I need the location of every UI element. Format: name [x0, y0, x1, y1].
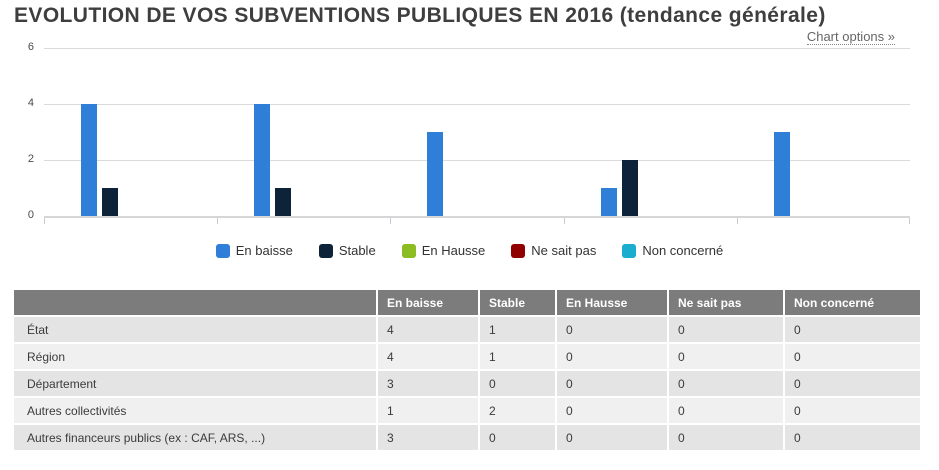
plot-area [44, 48, 910, 224]
cell-value: 4 [376, 317, 478, 344]
cell-value: 1 [376, 398, 478, 425]
page-title: EVOLUTION DE VOS SUBVENTIONS PUBLIQUES E… [14, 4, 826, 27]
bar-en-baisse-autres-collectivites [601, 188, 617, 216]
bar-en-baisse-region [254, 104, 270, 216]
row-label: Région [14, 344, 376, 371]
table-body: État 4 1 0 0 0 Région 4 1 0 0 0 Département 3 0 0 0 0 Autr… [14, 317, 920, 452]
cell-value: 0 [667, 398, 783, 425]
chart-legend: En baisse Stable En Hausse Ne sait pas Non c… [0, 243, 939, 258]
cell-value: 0 [667, 344, 783, 371]
table-row: État 4 1 0 0 0 [14, 317, 920, 344]
legend-label: Ne sait pas [531, 243, 597, 258]
cell-value: 0 [555, 344, 667, 371]
table-header-row: En baisse Stable En Hausse Ne sait pas Non c… [14, 290, 920, 317]
x-axis-tick [737, 218, 738, 224]
cell-value: 0 [555, 317, 667, 344]
bar-stable-etat [102, 188, 118, 216]
cell-value: 0 [555, 371, 667, 398]
table-row: Région 4 1 0 0 0 [14, 344, 920, 371]
column-header: Ne sait pas [667, 290, 783, 317]
row-label: État [14, 317, 376, 344]
bar-chart: 0 2 4 6 [0, 41, 939, 234]
cell-value: 0 [783, 371, 920, 398]
chart-options-link[interactable]: Chart options » [806, 29, 895, 45]
bar-en-baisse-departement [427, 132, 443, 216]
legend-label: En Hausse [421, 243, 486, 258]
legend-swatch-non-concerne [622, 243, 637, 258]
x-axis-tick [390, 218, 391, 224]
legend-swatch-en-baisse [215, 243, 230, 258]
cell-value: 0 [783, 344, 920, 371]
column-header: Non concerné [783, 290, 920, 317]
cell-value: 0 [478, 371, 555, 398]
column-header [14, 290, 376, 317]
table-row: Autres financeurs publics (ex : CAF, ARS… [14, 425, 920, 452]
x-axis-line [44, 216, 910, 218]
y-axis-labels: 0 2 4 6 [0, 41, 36, 221]
gridline [44, 48, 910, 49]
bar-en-baisse-etat [81, 104, 97, 216]
gridline [44, 104, 910, 105]
row-label: Autres financeurs publics (ex : CAF, ARS… [14, 425, 376, 452]
column-header: Stable [478, 290, 555, 317]
legend-swatch-stable [318, 243, 333, 258]
cell-value: 0 [783, 317, 920, 344]
y-axis-label: 6 [27, 41, 34, 53]
cell-value: 0 [783, 425, 920, 452]
row-label: Département [14, 371, 376, 398]
cell-value: 3 [376, 371, 478, 398]
y-axis-label: 2 [27, 153, 34, 165]
legend-swatch-ne-sait-pas [511, 243, 526, 258]
legend-item-en-hausse[interactable]: En Hausse [401, 243, 486, 258]
x-axis-tick [217, 218, 218, 224]
gridline [44, 160, 910, 161]
x-axis-tick [909, 218, 910, 224]
legend-item-stable[interactable]: Stable [318, 243, 376, 258]
cell-value: 3 [376, 425, 478, 452]
cell-value: 2 [478, 398, 555, 425]
table-row: Autres collectivités 1 2 0 0 0 [14, 398, 920, 425]
cell-value: 0 [667, 371, 783, 398]
cell-value: 1 [478, 317, 555, 344]
legend-swatch-en-hausse [401, 243, 416, 258]
cell-value: 0 [555, 425, 667, 452]
bar-stable-autres-collectivites [622, 160, 638, 216]
cell-value: 0 [667, 317, 783, 344]
cell-value: 1 [478, 344, 555, 371]
x-axis-tick [564, 218, 565, 224]
table-header: En baisse Stable En Hausse Ne sait pas Non c… [14, 290, 920, 317]
column-header: En Hausse [555, 290, 667, 317]
bar-stable-region [275, 188, 291, 216]
row-label: Autres collectivités [14, 398, 376, 425]
cell-value: 0 [478, 425, 555, 452]
legend-label: Stable [338, 243, 376, 258]
legend-item-non-concerne[interactable]: Non concerné [622, 243, 723, 258]
cell-value: 0 [555, 398, 667, 425]
y-axis-label: 4 [27, 97, 34, 109]
table-row: Département 3 0 0 0 0 [14, 371, 920, 398]
legend-label: En baisse [235, 243, 293, 258]
legend-item-ne-sait-pas[interactable]: Ne sait pas [511, 243, 596, 258]
cell-value: 0 [667, 425, 783, 452]
column-header: En baisse [376, 290, 478, 317]
y-axis-label: 0 [27, 209, 34, 221]
cell-value: 0 [783, 398, 920, 425]
cell-value: 4 [376, 344, 478, 371]
legend-item-en-baisse[interactable]: En baisse [215, 243, 293, 258]
x-axis-tick [44, 218, 45, 224]
legend-label: Non concerné [642, 243, 724, 258]
results-table: En baisse Stable En Hausse Ne sait pas Non c… [14, 290, 920, 452]
bar-en-baisse-autres-financeurs-publics-ex-caf-ars [774, 132, 790, 216]
